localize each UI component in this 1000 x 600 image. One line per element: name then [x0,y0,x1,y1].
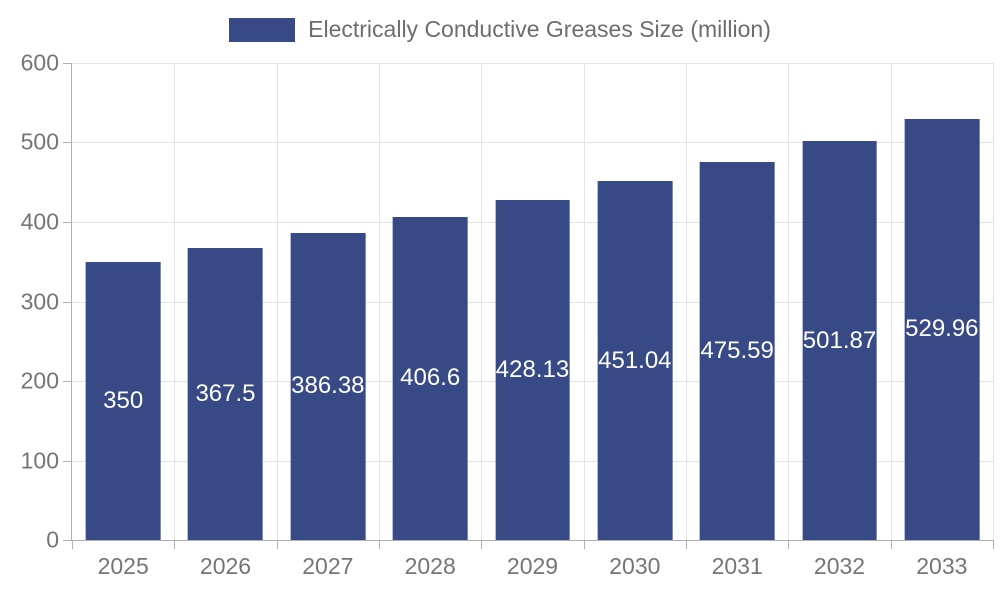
legend-label: Electrically Conductive Greases Size (mi… [308,16,771,42]
x-tick [583,540,585,549]
bar [495,199,570,540]
x-tick [788,540,790,549]
gridline-v [890,63,892,540]
x-axis-label: 2032 [813,553,866,579]
x-axis-label: 2029 [506,553,559,579]
y-tick [63,380,72,382]
gridline-v [583,63,585,540]
gridline-v [481,63,483,540]
gridline-h [72,63,993,64]
bar-value-label: 350 [103,386,144,414]
bar-value-label: 367.5 [195,379,256,407]
x-axis-label: 2026 [199,553,252,579]
y-tick [63,142,72,144]
y-axis-label: 200 [20,367,59,394]
y-axis-label: 0 [46,526,59,553]
x-axis-label: 2031 [711,553,763,579]
bar-value-label: 406.6 [400,364,461,392]
y-tick [63,221,72,223]
bar [85,261,161,540]
y-axis-label: 500 [20,128,59,155]
gridline-v [993,63,994,540]
y-axis-label: 300 [20,288,59,314]
x-tick [276,540,278,549]
gridline-v [174,63,176,540]
bar-value-label: 386.38 [291,372,365,400]
y-axis-label: 100 [20,447,59,473]
y-axis-label: 600 [20,49,59,76]
bar-value-label: 451.04 [598,346,672,374]
legend-swatch [229,17,296,42]
gridline-v [788,63,790,540]
gridline-v [685,63,687,540]
x-tick [481,540,483,549]
bar [904,118,980,540]
x-tick [993,540,994,549]
bar [699,161,775,540]
bar-value-label: 501.87 [802,326,877,354]
plot-area: 0 100 200 300 400 500 600 350 2025 367.5 2026 386.3… [21,50,994,579]
x-axis-label: 2033 [916,553,968,579]
y-axis-label: 400 [20,208,59,235]
x-axis-label: 2030 [609,553,661,579]
x-tick [890,540,892,549]
gridline-v [276,63,278,540]
bar-value-label: 475.59 [700,336,774,364]
x-tick [174,540,176,549]
x-axis-label: 2028 [404,553,456,579]
gridline-h [72,142,993,144]
x-tick [72,540,73,549]
gridline-v [378,63,380,540]
y-tick [63,540,72,541]
y-tick [63,63,72,64]
bar [290,232,366,540]
bar [188,247,263,540]
bar-value-label: 529.96 [905,315,979,343]
y-tick [63,460,72,462]
x-axis-label: 2025 [97,553,149,579]
y-tick [63,301,72,303]
x-tick [378,540,380,549]
x-tick [685,540,687,549]
bar [597,181,673,540]
bar-value-label: 428.13 [495,355,570,383]
legend[interactable]: Electrically Conductive Greases Size (mi… [0,16,1000,43]
x-axis-label: 2027 [302,553,354,579]
bar [802,141,877,540]
bar [392,216,468,540]
